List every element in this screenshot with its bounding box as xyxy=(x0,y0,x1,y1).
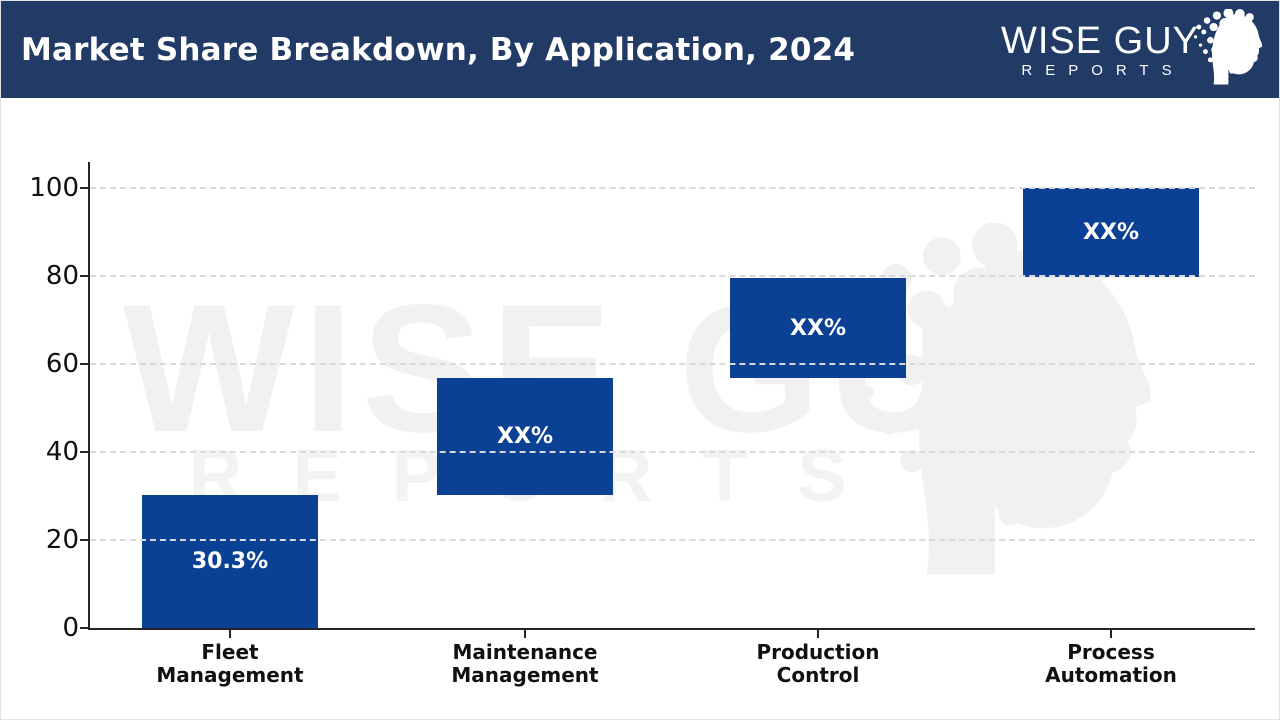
chart-bar: 30.3% xyxy=(142,494,318,628)
logo: WISE GUY REPORTS xyxy=(1001,8,1267,91)
chart-bar: XX% xyxy=(437,378,613,495)
y-axis-tick xyxy=(80,363,88,365)
y-tick-label: 80 xyxy=(45,261,79,291)
logo-text: WISE GUY REPORTS xyxy=(1001,22,1199,78)
page-title: Market Share Breakdown, By Application, … xyxy=(21,31,856,68)
chart-bar: XX% xyxy=(1023,188,1199,277)
x-axis-tick xyxy=(229,630,231,638)
y-axis-tick xyxy=(80,627,88,629)
logo-head-icon xyxy=(1193,8,1263,84)
bar-value-label: XX% xyxy=(497,423,553,449)
x-category-label: Fleet Management xyxy=(156,640,304,687)
bar-value-label: 30.3% xyxy=(191,548,269,574)
y-tick-label: 40 xyxy=(45,437,79,467)
x-axis-tick xyxy=(1110,630,1112,638)
header: Market Share Breakdown, By Application, … xyxy=(1,1,1279,98)
y-axis-tick xyxy=(80,539,88,541)
x-axis-tick xyxy=(817,630,819,638)
gridline xyxy=(90,539,1255,541)
gridline xyxy=(90,187,1255,189)
gridline xyxy=(90,363,1255,365)
x-category-label: Production Control xyxy=(756,640,880,687)
y-axis-line xyxy=(88,162,90,630)
y-axis-tick xyxy=(80,275,88,277)
bar-value-label: XX% xyxy=(790,315,846,341)
y-axis-tick xyxy=(80,451,88,453)
x-category-label: Maintenance Management xyxy=(451,640,599,687)
y-tick-label: 20 xyxy=(45,525,79,555)
x-category-label: Process Automation xyxy=(1045,640,1177,687)
gridline xyxy=(90,451,1255,453)
chart-bar: XX% xyxy=(730,278,906,379)
logo-subname: REPORTS xyxy=(1021,61,1185,79)
y-tick-label: 60 xyxy=(45,349,79,379)
x-axis-tick xyxy=(524,630,526,638)
y-tick-label: 100 xyxy=(29,173,79,203)
logo-name: WISE GUY xyxy=(1000,19,1199,62)
bar-value-label: XX% xyxy=(1083,219,1139,245)
gridline xyxy=(90,275,1255,277)
y-axis-tick xyxy=(80,187,88,189)
y-tick-label: 0 xyxy=(62,613,79,643)
x-axis-line xyxy=(88,628,1255,630)
